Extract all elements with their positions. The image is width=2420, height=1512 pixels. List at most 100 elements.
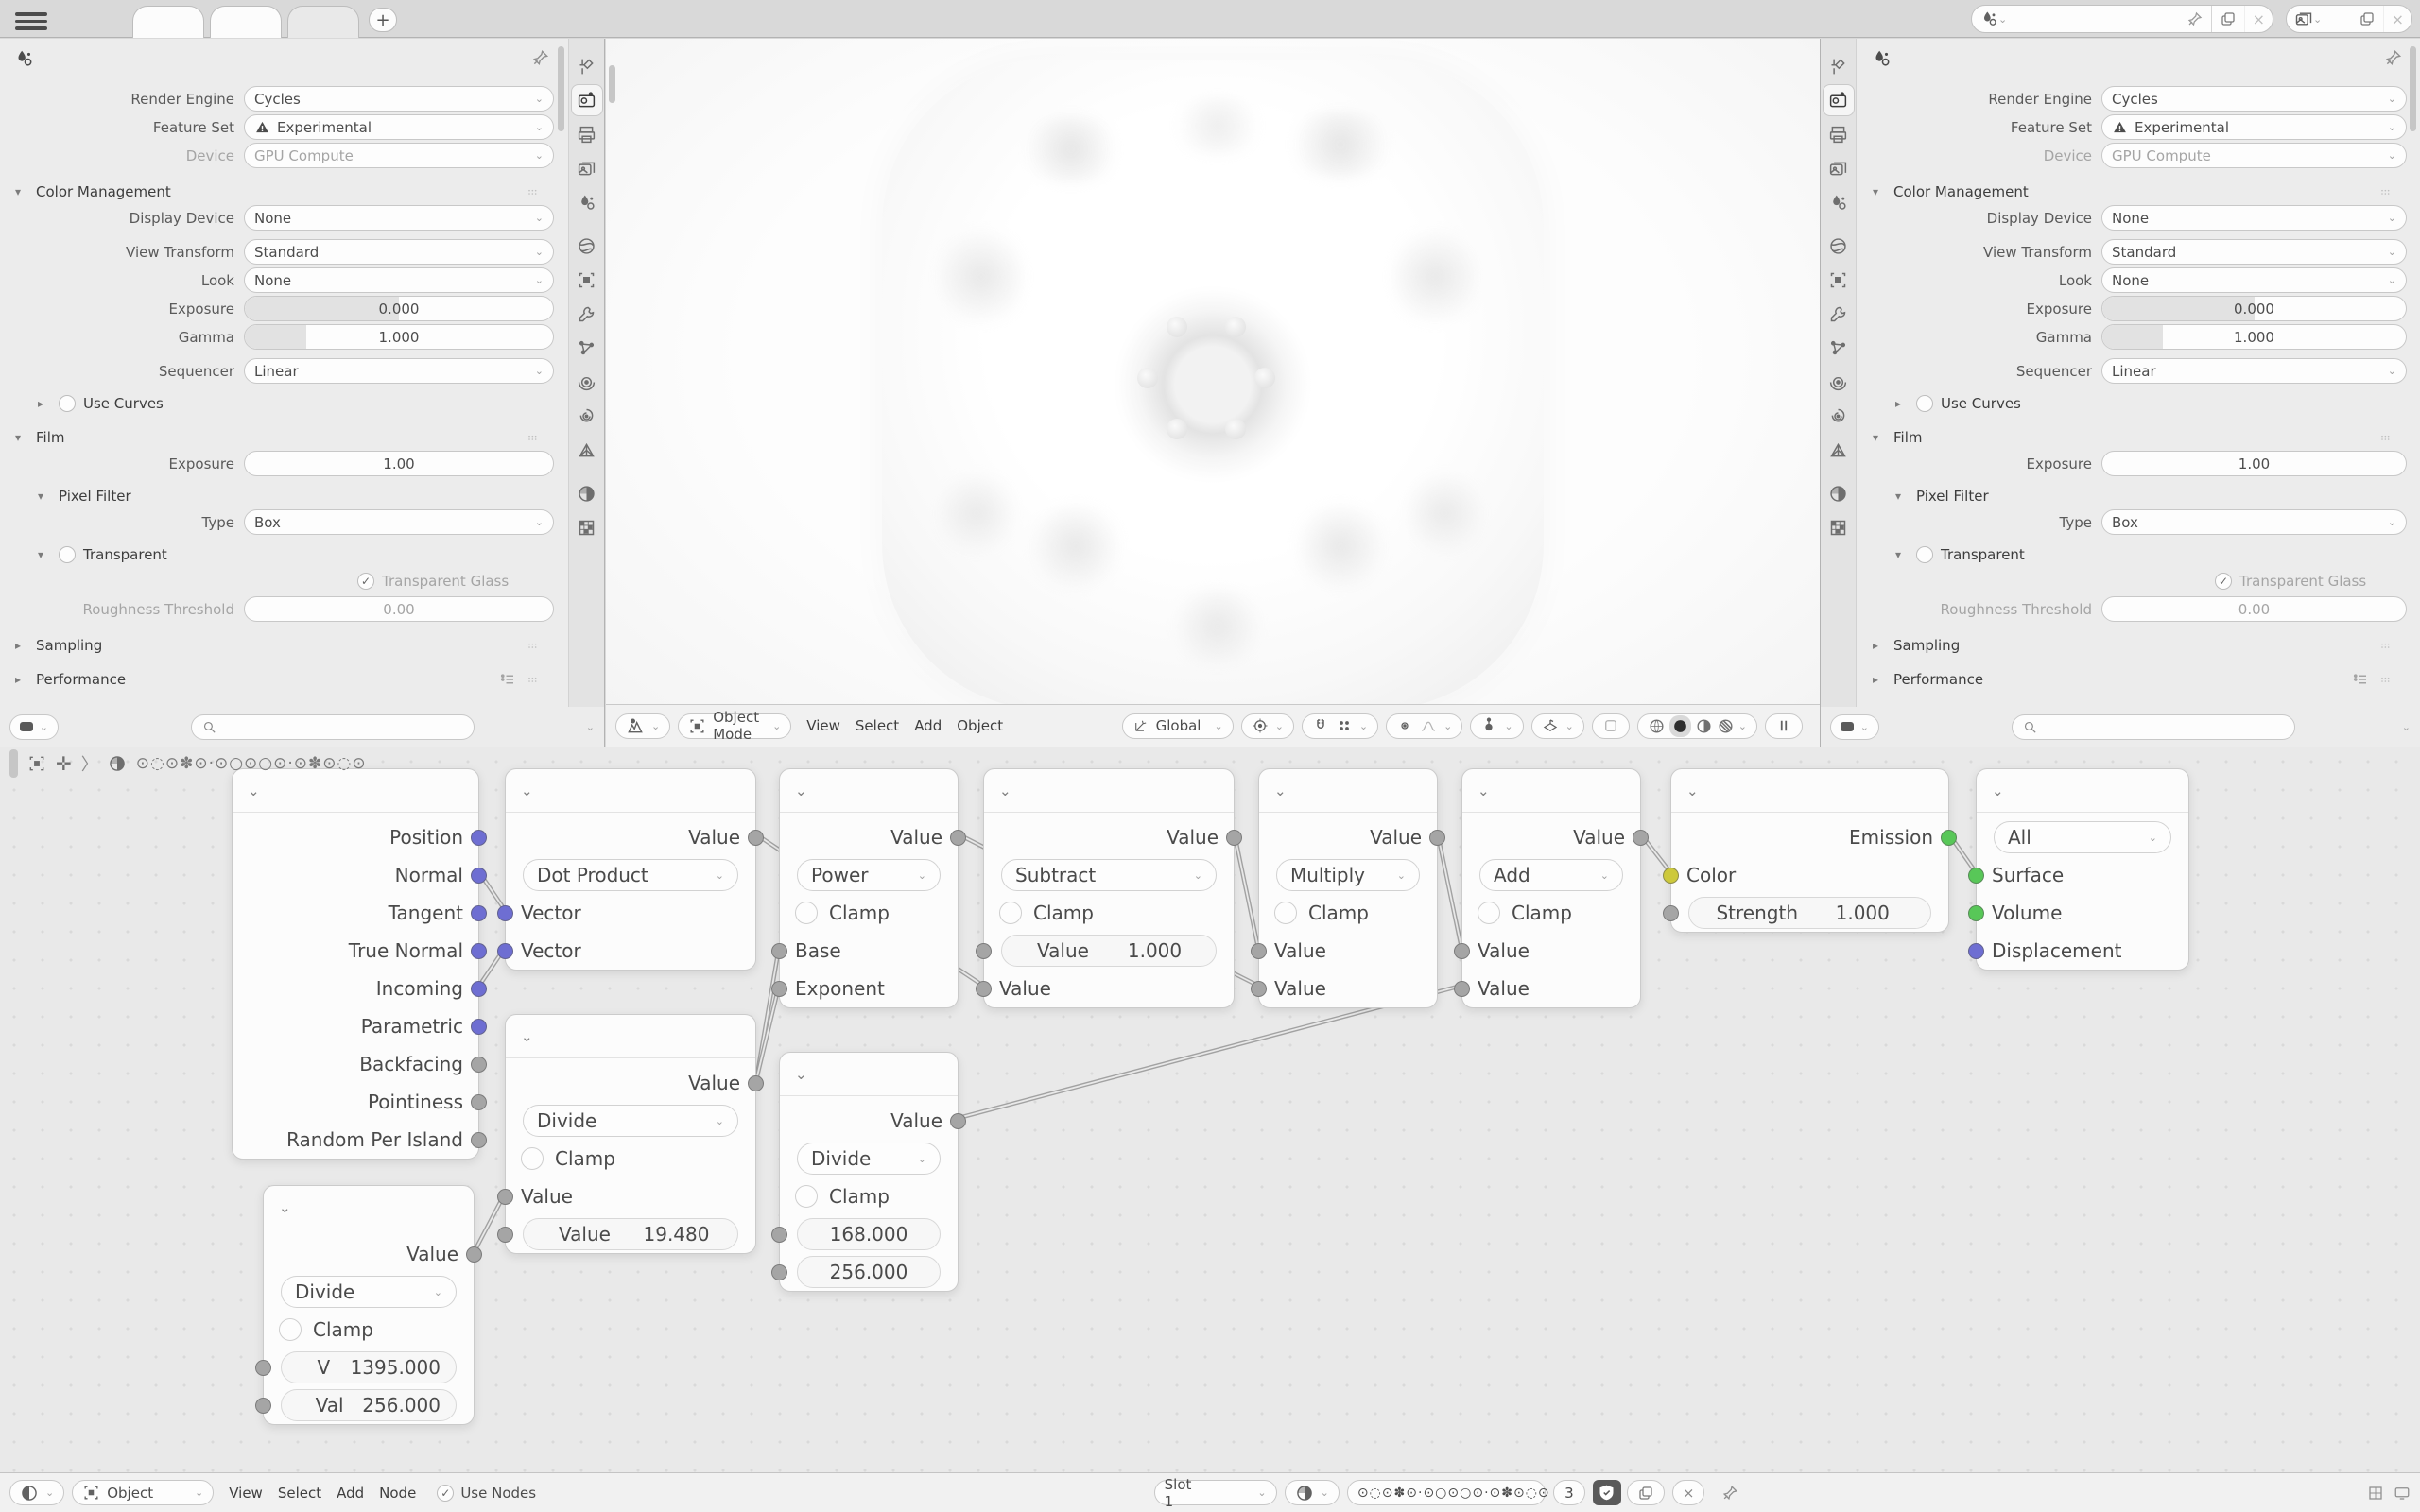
show-overlays-button[interactable]: ⌄ (1530, 713, 1584, 739)
snap-button[interactable]: ⌄ (1301, 713, 1379, 739)
output-socket-backfacing[interactable] (471, 1056, 487, 1073)
node-emission[interactable]: ⌄ Emission Color Strength 1.000 (1663, 768, 1957, 933)
node-operation-dropdown[interactable]: Dot Product ⌄ (523, 859, 738, 891)
node-header[interactable]: ⌄ (506, 1015, 755, 1058)
node-operation-dropdown[interactable]: Multiply ⌄ (1276, 859, 1420, 891)
input-socket-value[interactable] (497, 1188, 513, 1205)
panel-grip-icon[interactable] (2378, 638, 2394, 653)
checkbox[interactable] (59, 395, 76, 412)
input-socket-value[interactable] (1251, 942, 1267, 959)
input-socket-value[interactable] (1454, 980, 1470, 997)
node-math-divide-1[interactable]: ⌄ Value Divide ⌄ Clamp Value Value 19.480 (497, 1014, 764, 1254)
clamp-checkbox[interactable] (521, 1147, 544, 1170)
monitor-icon[interactable] (2394, 1485, 2411, 1502)
node-header[interactable]: ⌄ (233, 769, 478, 813)
input-socket-vector[interactable] (497, 942, 513, 959)
panel-grip-icon[interactable] (526, 184, 541, 199)
dropdown-feature-set[interactable]: Experimental ⌄ (244, 114, 554, 140)
grid-icon[interactable] (2367, 1485, 2384, 1502)
panel-grip-icon[interactable] (2378, 430, 2394, 445)
properties-tab-tool[interactable] (1823, 50, 1855, 82)
properties-tab-physics[interactable] (571, 366, 603, 398)
node-header[interactable]: ⌄ (1977, 769, 2188, 813)
properties-tab-modifier[interactable] (571, 298, 603, 330)
properties-tab-constraint[interactable] (1823, 400, 1855, 432)
dropdown-sequencer[interactable]: Linear ⌄ (244, 358, 554, 384)
input-socket-value[interactable] (771, 1226, 787, 1243)
properties-tab-viewlayer[interactable] (1823, 152, 1855, 184)
section-use-curves[interactable]: ▸ Use Curves (38, 395, 164, 412)
node-header[interactable]: ⌄ (780, 1053, 958, 1096)
properties-tab-material[interactable] (1823, 477, 1855, 509)
node-geometry[interactable]: ⌄ Position Normal Tangent True Normal Incomin… (232, 768, 487, 1160)
filter-toggle-button[interactable]: ⌄ (1830, 713, 1879, 740)
checkbox[interactable] (1916, 546, 1933, 563)
shader-node-editor[interactable]: ⌄ Position Normal Tangent True Normal Incomin… (0, 747, 2420, 1472)
node-operation-dropdown[interactable]: Add ⌄ (1479, 859, 1623, 891)
pin-icon[interactable] (1721, 1484, 1739, 1502)
xray-toggle-button[interactable] (1591, 713, 1630, 739)
shading-rendered-button[interactable] (1717, 717, 1735, 735)
properties-tab-scene[interactable] (571, 186, 603, 218)
value-field[interactable]: 256.000 (797, 1256, 941, 1288)
checkbox[interactable] (1916, 395, 1933, 412)
panel-grip-icon[interactable] (526, 638, 541, 653)
preset-menu-icon[interactable] (2352, 671, 2369, 688)
properties-tab-modifier[interactable] (1823, 298, 1855, 330)
clamp-checkbox[interactable] (999, 902, 1022, 924)
slider-exposure[interactable]: 0.000 (2101, 296, 2407, 321)
input-socket-value[interactable] (255, 1359, 271, 1376)
view-layer-icon[interactable]: ⌄ (2287, 6, 2329, 32)
node-header[interactable]: ⌄ (264, 1186, 474, 1229)
output-socket-value[interactable] (466, 1246, 482, 1263)
dropdown-display-device[interactable]: None ⌄ (244, 205, 554, 231)
panel-grip-icon[interactable] (526, 430, 541, 445)
output-socket-value[interactable] (950, 829, 966, 846)
node-math-add[interactable]: ⌄ Value Add ⌄ Clamp Value Value (1454, 768, 1649, 1008)
scene-selector[interactable]: ⌄ × (1971, 5, 2273, 33)
properties-tab-material[interactable] (571, 477, 603, 509)
section-pixel-filter[interactable]: ▾ Pixel Filter (38, 488, 131, 505)
clamp-checkbox[interactable] (795, 902, 818, 924)
mode-selector[interactable]: Object Mode ⌄ (678, 709, 792, 743)
node-vector-math-dot[interactable]: ⌄ Value Dot Product ⌄ Vector Vector (497, 768, 764, 971)
node-header[interactable]: ⌄ (1462, 769, 1640, 813)
field-roughness-threshold[interactable]: 0.00 (2101, 596, 2407, 622)
output-socket-true-normal[interactable] (471, 942, 487, 959)
value-field[interactable]: Value 19.480 (523, 1218, 738, 1250)
search-input[interactable] (191, 713, 475, 740)
dropdown-type[interactable]: Box ⌄ (2101, 509, 2407, 535)
properties-tab-constraint[interactable] (571, 400, 603, 432)
node-header[interactable]: ⌄ (1259, 769, 1437, 813)
viewport-3d[interactable]: ⌄ Object Mode ⌄ View Select Add Object Global ⌄ ⌄… (606, 39, 1820, 747)
properties-tab-render[interactable] (570, 84, 603, 116)
fake-user-shield-button[interactable] (1592, 1480, 1621, 1505)
output-socket-parametric[interactable] (471, 1018, 487, 1035)
node-operation-dropdown[interactable]: Power ⌄ (797, 859, 941, 891)
browse-material-button[interactable]: ⌄ (1284, 1480, 1340, 1505)
material-name-field[interactable]: ⊙◌⊙✽⊙·⊙○⊙○⊙·⊙✽⊙◌⊙ (1346, 1480, 1549, 1505)
input-socket-surface[interactable] (1968, 867, 1984, 884)
rendered-object[interactable] (882, 60, 1544, 710)
input-socket-volume[interactable] (1968, 904, 1984, 921)
viewport-corner-handle[interactable] (609, 65, 615, 103)
move-tool-icon[interactable]: ✛ (56, 752, 72, 775)
pin-icon[interactable] (2179, 6, 2211, 32)
view-layer-selector[interactable]: ⌄ × (2286, 5, 2412, 33)
dropdown-display-device[interactable]: None ⌄ (2101, 205, 2407, 231)
field-roughness-threshold[interactable]: 0.00 (244, 596, 554, 622)
properties-tab-data[interactable] (1823, 434, 1855, 466)
input-socket-value[interactable] (976, 942, 992, 959)
node-operation-dropdown[interactable]: All ⌄ (1994, 821, 2171, 853)
clamp-checkbox[interactable] (1274, 902, 1297, 924)
panel-grip-icon[interactable] (2378, 672, 2394, 687)
editor-corner-handle[interactable] (9, 749, 18, 778)
input-socket-value[interactable] (1454, 942, 1470, 959)
scrollbar[interactable] (2410, 46, 2416, 131)
output-socket-value[interactable] (1226, 829, 1242, 846)
output-socket-value[interactable] (1633, 829, 1649, 846)
field-exposure[interactable]: 1.00 (244, 451, 554, 476)
checkbox[interactable] (59, 546, 76, 563)
section-film[interactable]: ▾ Film (15, 426, 554, 449)
value-field[interactable]: 168.000 (797, 1218, 941, 1250)
